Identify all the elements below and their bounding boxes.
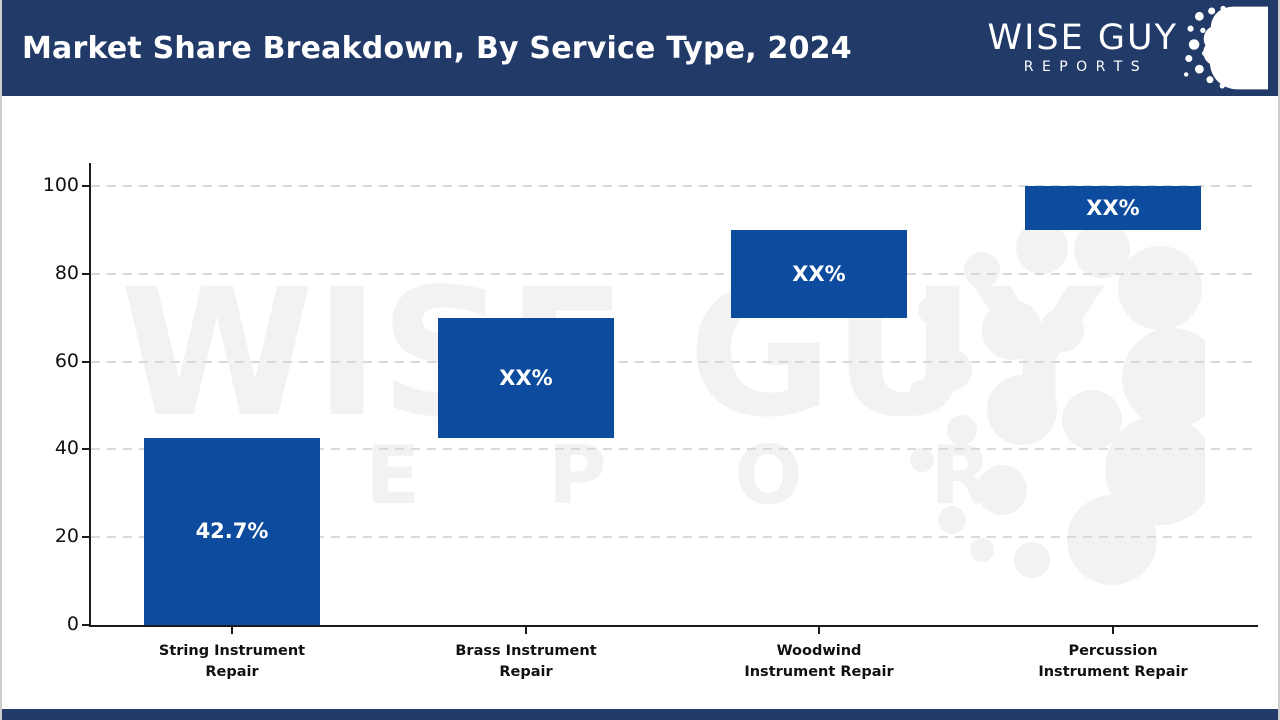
category-label-line: Repair [205, 664, 259, 680]
category-label-line: Percussion [1068, 643, 1158, 659]
y-axis-tick-label: 40 [54, 437, 79, 460]
category-label-line: Woodwind [776, 643, 862, 659]
y-axis-tick [82, 448, 90, 451]
category-label-line: Instrument Repair [1038, 664, 1188, 680]
y-axis-line [89, 163, 91, 627]
category-label-line: Repair [499, 664, 553, 680]
y-axis-tick-label: 60 [54, 349, 79, 372]
watermark-face-icon [910, 222, 1205, 585]
category-label-line: String Instrument [158, 643, 306, 659]
y-axis-tick-label: 100 [42, 174, 79, 196]
x-axis-category-label: Percussion Instrument Repair [993, 641, 1233, 683]
x-axis-tick [231, 627, 233, 634]
logo-wordmark-block: WISE GUY R E P O R T S [987, 18, 1178, 76]
page-title: Market Share Breakdown, By Service Type,… [22, 30, 852, 66]
y-axis-tick [82, 360, 90, 363]
logo-subtitle: R E P O R T S [1023, 59, 1142, 75]
y-axis-tick [82, 272, 90, 275]
bar-value-label: XX% [792, 261, 846, 286]
y-axis-tick-label: 0 [66, 613, 79, 635]
x-axis-category-label: Brass Instrument Repair [406, 641, 646, 683]
header-bar: Market Share Breakdown, By Service Type,… [2, 0, 1278, 96]
bar-segment: 42.7% [144, 437, 320, 625]
logo-wordmark: WISE GUY [987, 18, 1178, 58]
category-label-line: Brass Instrument [455, 643, 597, 659]
bar-value-label: XX% [499, 365, 553, 390]
gridline [91, 360, 1258, 363]
bar-segment: XX% [731, 229, 907, 318]
x-axis-category-label: Woodwind Instrument Repair [699, 641, 939, 683]
gridline [91, 536, 1258, 539]
gridline [91, 272, 1258, 275]
y-axis-tick [82, 185, 90, 187]
bar-value-label: 42.7% [195, 519, 269, 544]
wiseguy-logo: WISE GUY R E P O R T S [987, 4, 1268, 92]
y-axis-tick [82, 624, 90, 626]
y-axis-tick-label: 80 [54, 261, 79, 284]
category-label-line: Instrument Repair [744, 664, 894, 680]
logo-face-icon [1183, 5, 1268, 90]
y-axis-tick [82, 536, 90, 539]
x-axis-tick [525, 627, 527, 634]
footer-accent-bar [2, 709, 1278, 720]
bar-value-label: XX% [1086, 195, 1140, 220]
bar-segment: XX% [1025, 186, 1201, 230]
x-axis-tick [1112, 627, 1114, 634]
gridline [91, 185, 1258, 187]
gridline [91, 448, 1258, 451]
y-axis-tick-label: 20 [54, 525, 79, 548]
bar-segment: XX% [438, 317, 614, 438]
x-axis-category-label: String Instrument Repair [112, 641, 352, 683]
x-axis-line [89, 625, 1258, 627]
x-axis-tick [818, 627, 820, 634]
